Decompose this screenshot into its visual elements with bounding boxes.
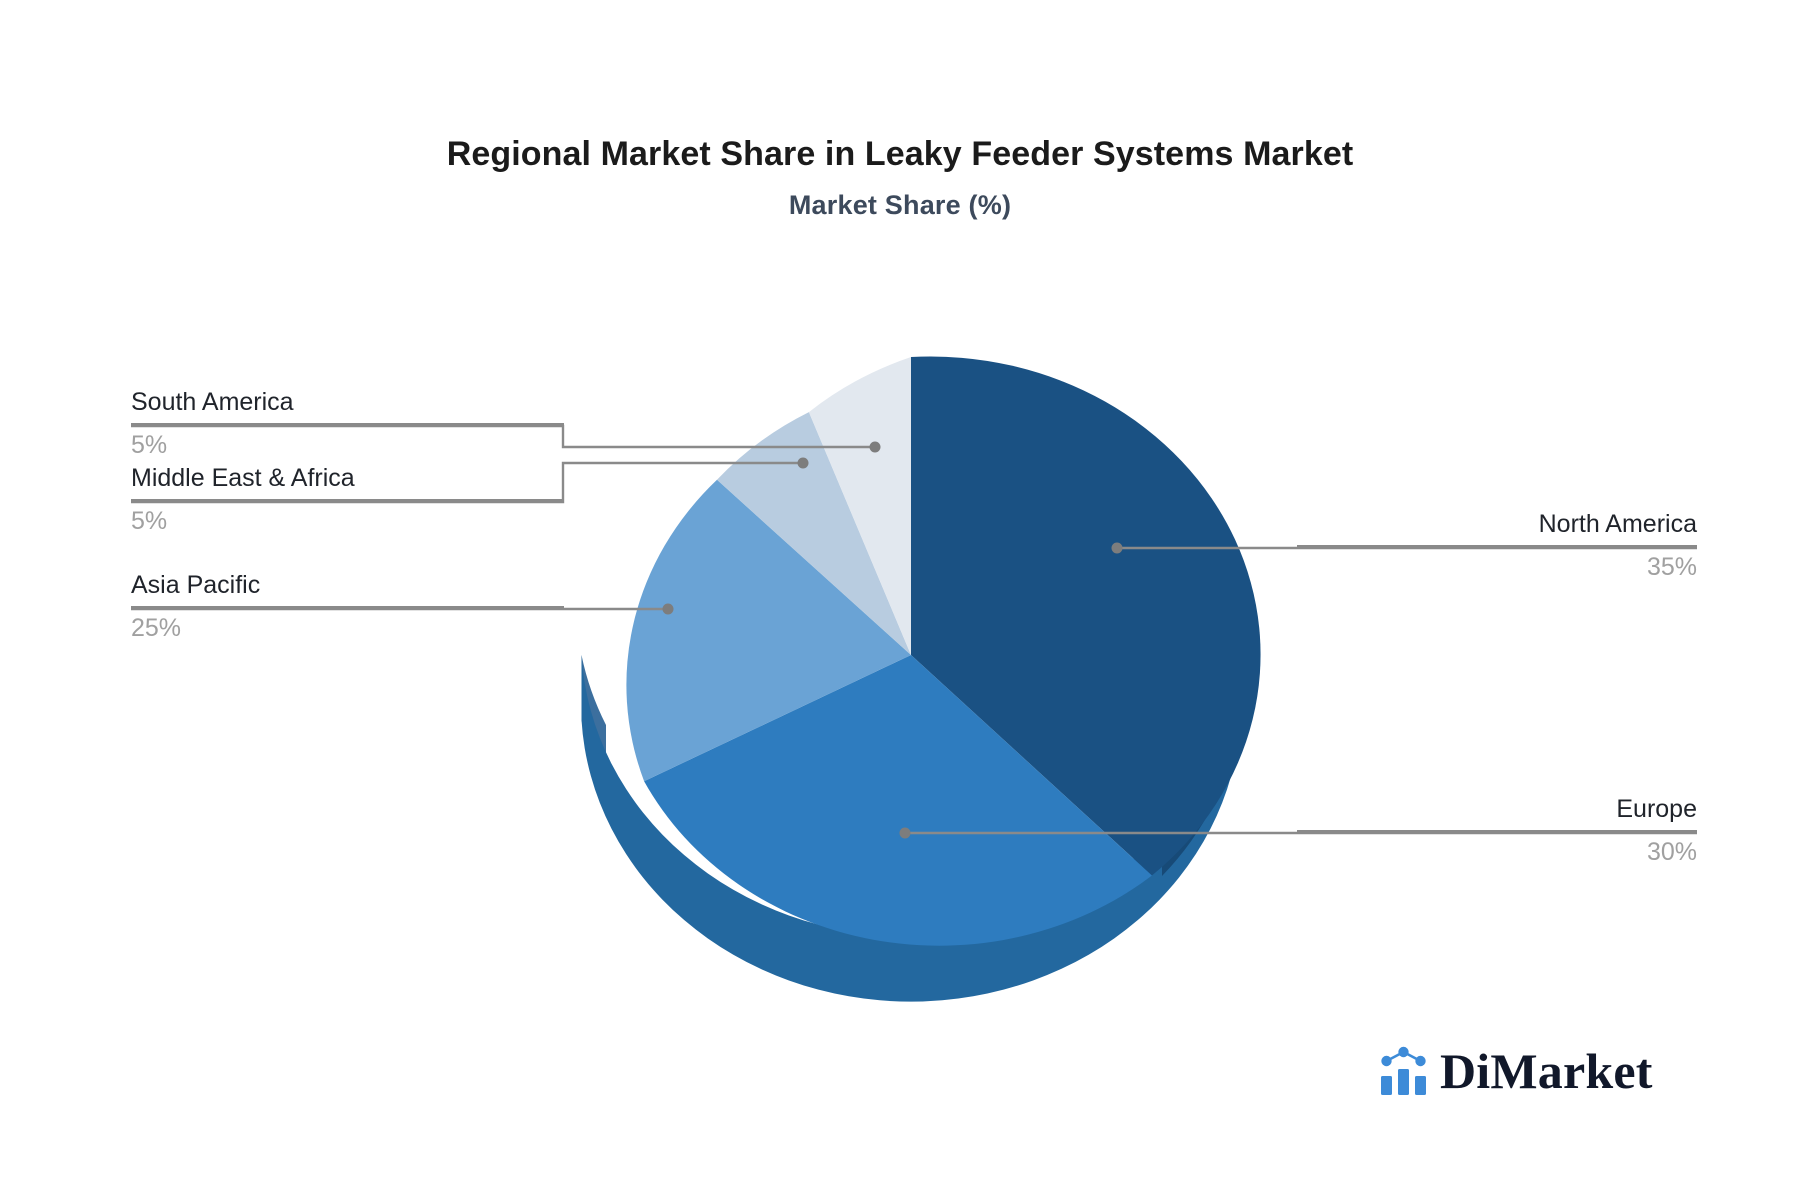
callout-rule-middle-east-africa	[131, 499, 564, 501]
logo-text: DiMarket	[1440, 1043, 1653, 1099]
chart-subtitle: Market Share (%)	[788, 190, 1012, 220]
callout-rule-north-america	[1297, 545, 1697, 547]
dimarket-logo[interactable]: DiMarket	[1378, 1046, 1653, 1096]
leader-dots	[662, 441, 1123, 839]
callout-rule-asia-pacific	[131, 606, 564, 608]
callout-south-america[interactable]: South America 5%	[131, 385, 564, 462]
callout-asia-pacific[interactable]: Asia Pacific 25%	[131, 568, 564, 645]
callout-label-middle-east-africa: Middle East & Africa	[131, 464, 355, 492]
callout-value-middle-east-africa: 5%	[131, 507, 168, 535]
chart-title: Regional Market Share in Leaky Feeder Sy…	[446, 135, 1354, 173]
callout-value-asia-pacific: 25%	[131, 614, 182, 642]
leader-dot-europe	[899, 827, 911, 839]
leader-dot-asia-pacific	[662, 603, 674, 615]
leader-lines	[131, 424, 1697, 835]
callout-value-europe: 30%	[1646, 838, 1697, 866]
callout-value-north-america: 35%	[1646, 553, 1697, 581]
bar-chart-icon	[1381, 1046, 1426, 1095]
pie-slice-europe[interactable]	[644, 655, 1152, 946]
callout-north-america[interactable]: North America 35%	[1297, 507, 1697, 584]
pie-slices	[626, 356, 1261, 946]
callout-label-north-america: North America	[1538, 510, 1697, 538]
callout-label-south-america: South America	[131, 388, 294, 416]
leader-dot-north-america	[1111, 542, 1123, 554]
pie-slice-south-america[interactable]	[808, 357, 911, 655]
callout-middle-east-africa[interactable]: Middle East & Africa 5%	[131, 461, 564, 538]
callout-value-south-america: 5%	[131, 431, 168, 459]
leader-line-middle-east-africa	[131, 461, 803, 504]
callout-label-europe: Europe	[1616, 795, 1697, 823]
pie-slice-asia-pacific[interactable]	[626, 479, 911, 782]
leader-dot-south-america	[869, 441, 881, 453]
pie-slice-north-america[interactable]	[911, 356, 1261, 876]
leader-dot-middle-east-africa	[797, 457, 809, 469]
callout-label-asia-pacific: Asia Pacific	[131, 571, 261, 599]
callout-europe[interactable]: Europe 30%	[1297, 792, 1697, 869]
callout-rule-south-america	[131, 423, 564, 425]
pie-slice-middle-east-africa[interactable]	[717, 412, 911, 655]
callout-rule-europe	[1297, 830, 1697, 832]
leader-line-south-america	[131, 424, 875, 449]
